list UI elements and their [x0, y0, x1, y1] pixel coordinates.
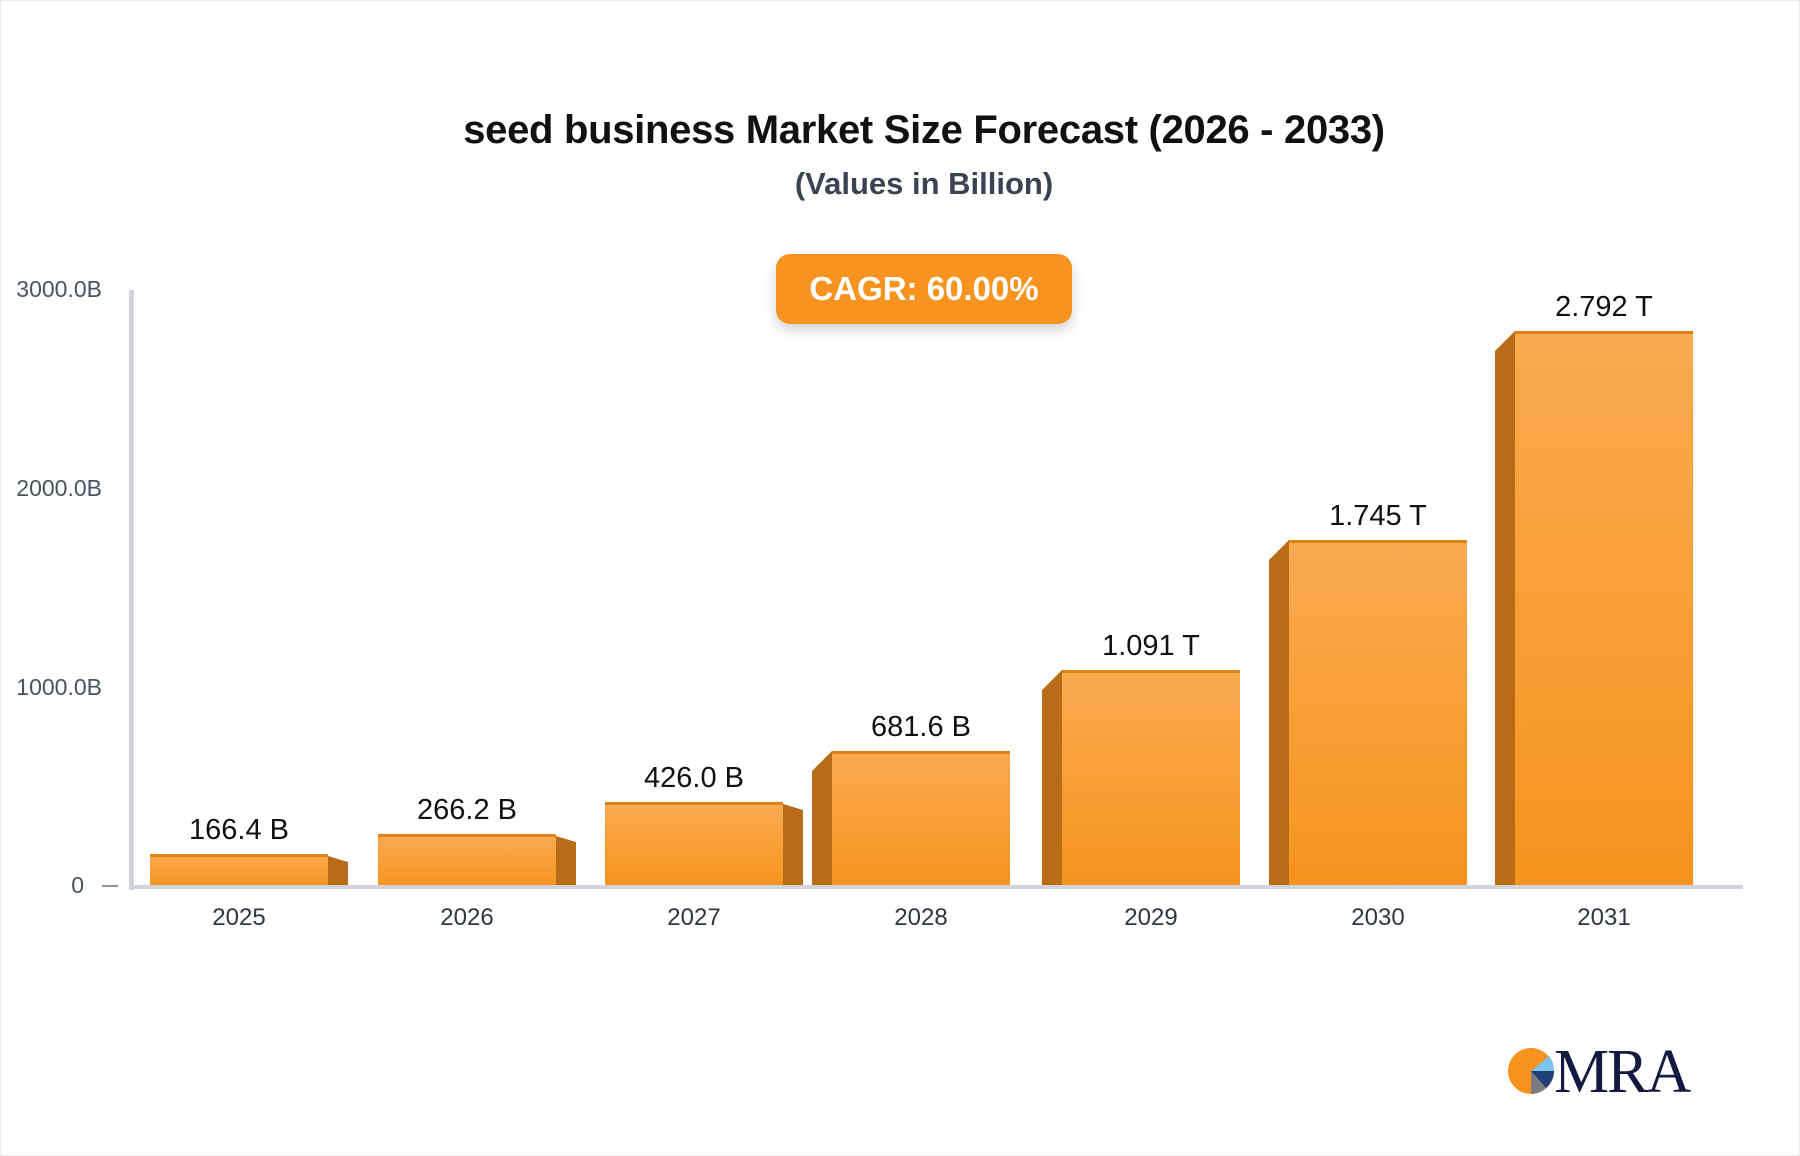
- y-tick-2000: 2000.0B: [16, 475, 102, 501]
- x-tick-2027: 2027: [667, 904, 721, 931]
- x-tick-2030: 2030: [1351, 904, 1405, 931]
- bar-front-face: [1062, 670, 1240, 887]
- value-label: 1.745 T: [1329, 500, 1427, 532]
- pie-logo-icon: [1508, 1048, 1555, 1094]
- bar-2027: [605, 802, 803, 887]
- y-tick-3000: 3000.0B: [16, 276, 102, 302]
- value-label: 166.4 B: [189, 814, 289, 846]
- bar-side-face: [783, 804, 803, 887]
- bar-front-face: [1515, 331, 1693, 887]
- bar-2030: [1269, 540, 1467, 887]
- value-label: 266.2 B: [417, 794, 517, 826]
- y-tick-0: 0: [71, 872, 84, 898]
- chart-title: seed business Market Size Forecast (2026…: [463, 108, 1385, 152]
- bar-front-face: [378, 834, 556, 887]
- bar-side-face: [328, 856, 348, 887]
- bar-side-face: [1495, 331, 1515, 887]
- bar-2031: [1495, 331, 1693, 887]
- value-label: 426.0 B: [644, 762, 744, 794]
- bar-front-face: [832, 751, 1010, 887]
- bar-front-face: [1289, 540, 1467, 887]
- bar-side-face: [812, 751, 832, 887]
- bar-2025: [150, 854, 348, 887]
- cagr-badge: CAGR: 60.00%: [776, 254, 1072, 324]
- bar-side-face: [1269, 540, 1289, 887]
- bar-front-face: [605, 802, 783, 887]
- y-axis-line: [129, 290, 134, 890]
- bar-side-face: [556, 836, 576, 887]
- logo-text: MRA: [1554, 1038, 1691, 1106]
- bar-front-face: [150, 854, 328, 887]
- x-tick-2031: 2031: [1577, 904, 1631, 931]
- bar-2029: [1042, 670, 1240, 887]
- y-tick-1000: 1000.0B: [16, 674, 102, 700]
- value-label: 1.091 T: [1102, 630, 1200, 662]
- value-label: 681.6 B: [871, 711, 971, 743]
- chart-subtitle: (Values in Billion): [794, 166, 1054, 201]
- bar-side-face: [1042, 670, 1062, 887]
- zero-tick-mark: [102, 885, 118, 887]
- x-tick-2029: 2029: [1124, 904, 1178, 931]
- bar-2026: [378, 834, 576, 887]
- mra-logo: MRA: [1506, 1038, 1696, 1106]
- x-tick-2025: 2025: [212, 904, 266, 931]
- bar-2028: [812, 751, 1010, 887]
- x-tick-2028: 2028: [894, 904, 948, 931]
- x-tick-2026: 2026: [440, 904, 494, 931]
- value-label: 2.792 T: [1555, 291, 1653, 323]
- x-axis-line: [129, 885, 1743, 889]
